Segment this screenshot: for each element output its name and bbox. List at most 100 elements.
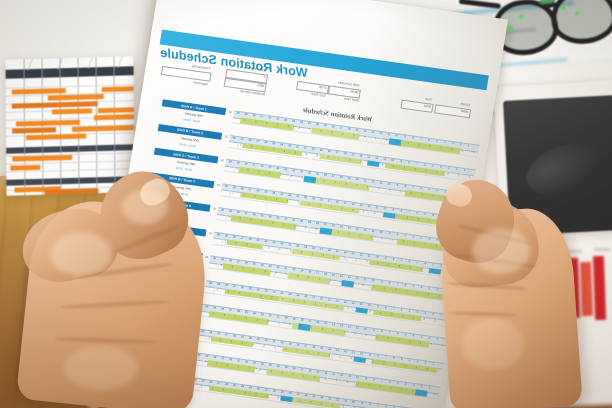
day-header-cell: 23 xyxy=(291,119,296,124)
day-header-cell: 8 xyxy=(412,136,415,140)
day-header-cell: 25 xyxy=(268,166,272,170)
day-header-cell: 15 xyxy=(331,273,336,278)
day-header-cell: 14 xyxy=(355,178,359,182)
day-header-cell: 5 xyxy=(396,382,399,386)
day-header-cell: 11 xyxy=(359,302,363,306)
day-header-cell: 4 xyxy=(428,238,431,242)
day-header-cell: 21 xyxy=(307,122,312,126)
day-header-cell: 9 xyxy=(368,353,371,357)
day-header-cell: 15 xyxy=(327,298,332,302)
day-header-cell: 3 xyxy=(412,384,415,388)
day-header-cell: 6 xyxy=(424,163,426,167)
day-header-cell: 26 xyxy=(256,189,260,193)
day-header-cell: 20 xyxy=(292,268,296,272)
day-header-cell: 21 xyxy=(295,194,300,199)
day-header-cell: 21 xyxy=(268,363,272,368)
day-header-cell: 19 xyxy=(299,269,304,273)
day-header-cell: 10 xyxy=(351,400,356,404)
day-header-cell: 5 xyxy=(408,309,411,313)
day-header-cell: 27 xyxy=(248,188,252,192)
day-header-cell: 22 xyxy=(280,241,284,246)
day-header-cell: 15 xyxy=(323,322,328,326)
day-header-cell: 8 xyxy=(388,281,391,286)
field-box-year[interactable]: 2024 xyxy=(400,99,434,113)
day-header-cell: 14 xyxy=(323,371,328,376)
day-header-cell: 20 xyxy=(303,195,308,200)
day-header-cell: 31 xyxy=(224,135,228,139)
day-header-cell: 24 xyxy=(256,288,260,292)
day-header-cell: 7 xyxy=(412,186,415,190)
day-header-cell: 8 xyxy=(400,209,403,213)
day-header-cell: 10 xyxy=(367,303,371,308)
day-header-cell: 23 xyxy=(283,168,288,172)
day-header-cell: 23 xyxy=(252,361,257,366)
day-header-cell: 16 xyxy=(343,151,347,156)
day-header-cell: 11 xyxy=(355,326,359,331)
day-header-cell: 18 xyxy=(288,391,292,395)
day-header-cell: 7 xyxy=(408,210,411,214)
field-value-department: OPS xyxy=(257,83,265,89)
day-header-cell: 1 xyxy=(467,144,470,148)
day-header-cell: 9 xyxy=(380,280,383,284)
day-header-cell: 16 xyxy=(308,369,312,373)
day-header-cell: 4 xyxy=(443,141,446,145)
day-header-cell: 6 xyxy=(416,211,419,215)
day-header-cell: 24 xyxy=(260,263,264,268)
day-header-cell: 9 xyxy=(400,159,403,164)
day-header-cell: 11 xyxy=(363,278,367,282)
day-header-cell: 13 xyxy=(363,179,367,183)
day-header-cell: 25 xyxy=(244,311,249,315)
day-header-cell: 29 xyxy=(236,161,240,165)
day-header-cell: 15 xyxy=(312,394,316,399)
day-header-cell: 8 xyxy=(396,233,399,237)
day-header-cell: 16 xyxy=(327,248,332,253)
day-header-cell: 30 xyxy=(228,160,232,164)
day-header-cell: 14 xyxy=(351,202,355,206)
day-header-cell: 7 xyxy=(400,258,403,263)
day-header-cell: 11 xyxy=(387,133,391,137)
day-header-cell: 20 xyxy=(272,389,276,393)
day-header-cell: 12 xyxy=(355,277,359,281)
day-header-cell: 25 xyxy=(232,383,237,388)
day-header-cell: 12 xyxy=(343,349,348,354)
day-header-cell: 11 xyxy=(379,181,383,186)
day-header-cell: 5 xyxy=(435,140,438,144)
day-header-cell: 24 xyxy=(252,312,256,316)
day-header-cell: 22 xyxy=(260,362,264,367)
field-label-end-time: End Time xyxy=(310,91,326,98)
day-header-cell: 19 xyxy=(319,148,323,152)
day-header-cell: 12 xyxy=(378,132,383,136)
day-header-cell: 2 xyxy=(459,143,462,147)
day-header-cell: 12 xyxy=(339,374,344,378)
day-header-cell: 14 xyxy=(331,323,336,327)
day-header-cell: 21 xyxy=(287,243,292,247)
day-header-cell: 22 xyxy=(287,193,292,197)
day-header-cell: 2 xyxy=(420,385,423,389)
day-header-cell: 13 xyxy=(370,131,375,135)
day-header-cell: 13 xyxy=(339,324,344,328)
day-header-cell: 4 xyxy=(416,310,419,314)
day-header-cell: 25 xyxy=(252,262,256,267)
day-header-cell: 19 xyxy=(307,221,312,225)
field-value-year: 2024 xyxy=(423,103,432,109)
day-header-cell: 16 xyxy=(319,297,324,301)
day-header-cell: 10 xyxy=(390,158,395,162)
field-value-rotation-interval: 7 xyxy=(263,75,266,80)
day-header-cell: 12 xyxy=(351,301,355,305)
day-header-cell: 18 xyxy=(296,343,300,347)
field-label-month: Month xyxy=(460,101,471,108)
day-header-cell: 29 xyxy=(232,185,236,190)
day-header-cell: 2 xyxy=(428,336,431,341)
day-header-cell: 6 xyxy=(400,308,403,312)
day-header-cell: 12 xyxy=(367,204,371,209)
day-header-cell: 27 xyxy=(240,236,244,240)
day-header-cell: 6 xyxy=(404,284,407,288)
day-header-cell: 10 xyxy=(382,206,387,211)
day-header-cell: 19 xyxy=(280,390,284,394)
day-header-cell: 27 xyxy=(252,163,256,168)
day-header-cell: 17 xyxy=(311,295,316,300)
day-header-cell: 26 xyxy=(236,310,241,314)
day-header-cell: 23 xyxy=(276,216,280,221)
day-header-cell: 24 xyxy=(283,118,288,123)
